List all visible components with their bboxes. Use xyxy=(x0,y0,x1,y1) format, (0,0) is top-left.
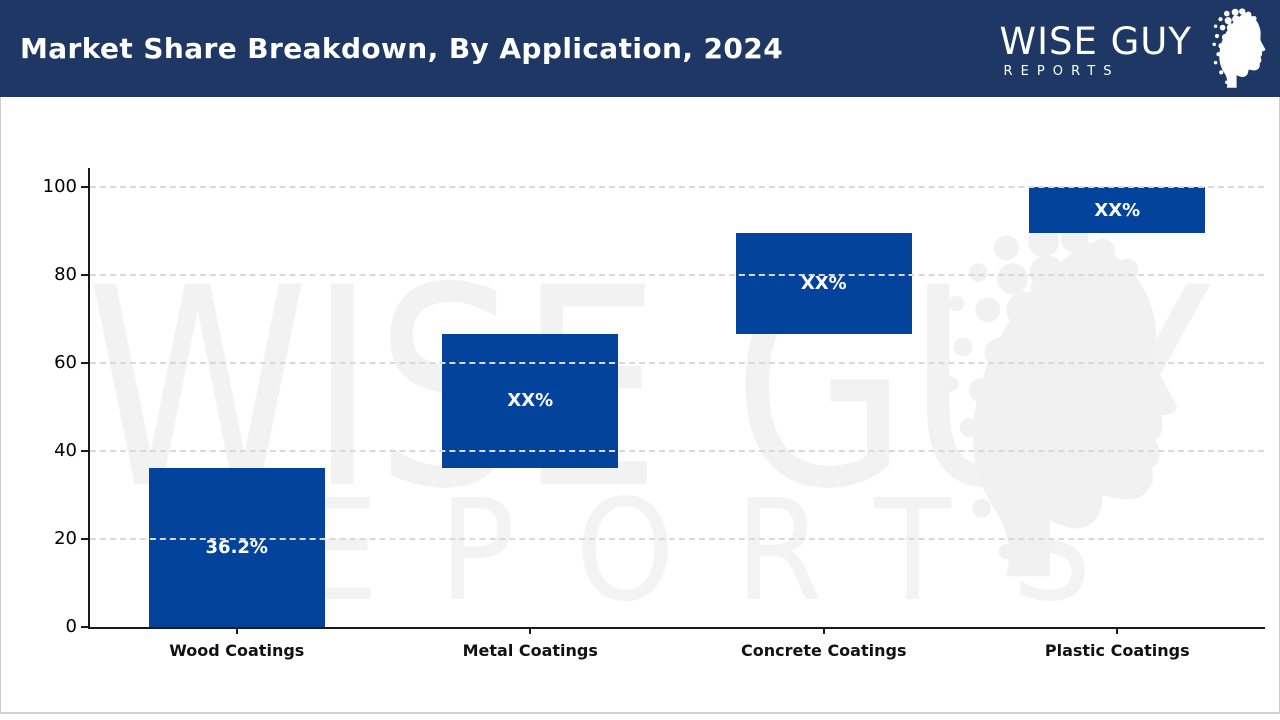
x-axis-line xyxy=(88,627,1265,629)
bar-wood-coatings: 36.2% xyxy=(148,467,325,627)
bar-value-label: XX% xyxy=(800,273,847,295)
y-tick-label: 20 xyxy=(54,528,77,549)
y-axis-tick xyxy=(81,186,88,188)
wiseguy-logo: WISE GUY REPORTS xyxy=(1000,6,1266,94)
y-tick-label: 40 xyxy=(54,440,77,461)
gridline xyxy=(90,362,1264,364)
gridline xyxy=(90,538,1264,540)
logo-subtitle: REPORTS xyxy=(1003,63,1120,79)
bar-value-label: 36.2% xyxy=(205,536,268,558)
category-label: Plastic Coatings xyxy=(1044,641,1190,660)
y-axis-tick xyxy=(81,274,88,276)
bar-plastic-coatings: XX% xyxy=(1029,187,1206,234)
y-tick-label: 100 xyxy=(42,176,77,197)
logo-text: WISE GUY REPORTS xyxy=(1000,23,1192,78)
y-axis-tick xyxy=(81,538,88,540)
y-axis-tick xyxy=(81,362,88,364)
x-axis-tick xyxy=(1116,629,1119,634)
gridline xyxy=(90,186,1264,188)
category-label: Metal Coatings xyxy=(462,641,598,660)
y-axis-line xyxy=(88,168,90,629)
y-tick-label: 60 xyxy=(54,352,77,373)
bar-concrete-coatings: XX% xyxy=(735,233,912,334)
y-axis-tick xyxy=(81,626,88,628)
y-axis-tick xyxy=(81,450,88,452)
bar-metal-coatings: XX% xyxy=(442,333,619,468)
category-label: Wood Coatings xyxy=(169,641,305,660)
page-title: Market Share Breakdown, By Application, … xyxy=(20,32,784,65)
category-label: Concrete Coatings xyxy=(741,641,907,660)
logo-wordmark: WISE GUY xyxy=(999,19,1192,63)
wiseguy-face-icon xyxy=(1196,8,1266,92)
x-axis-tick xyxy=(822,629,825,634)
y-tick-label: 0 xyxy=(65,616,77,637)
gridline xyxy=(90,274,1264,276)
bar-value-label: XX% xyxy=(507,390,554,412)
x-axis-tick xyxy=(529,629,532,634)
bar-value-label: XX% xyxy=(1094,199,1141,221)
header-bar: Market Share Breakdown, By Application, … xyxy=(0,0,1280,97)
chart-canvas: WISE GUY REPORTS 0 20 40 60 80 100 36.2% Wood C… xyxy=(0,97,1280,714)
gridline xyxy=(90,450,1264,452)
x-axis-tick xyxy=(235,629,238,634)
y-tick-label: 80 xyxy=(54,264,77,285)
